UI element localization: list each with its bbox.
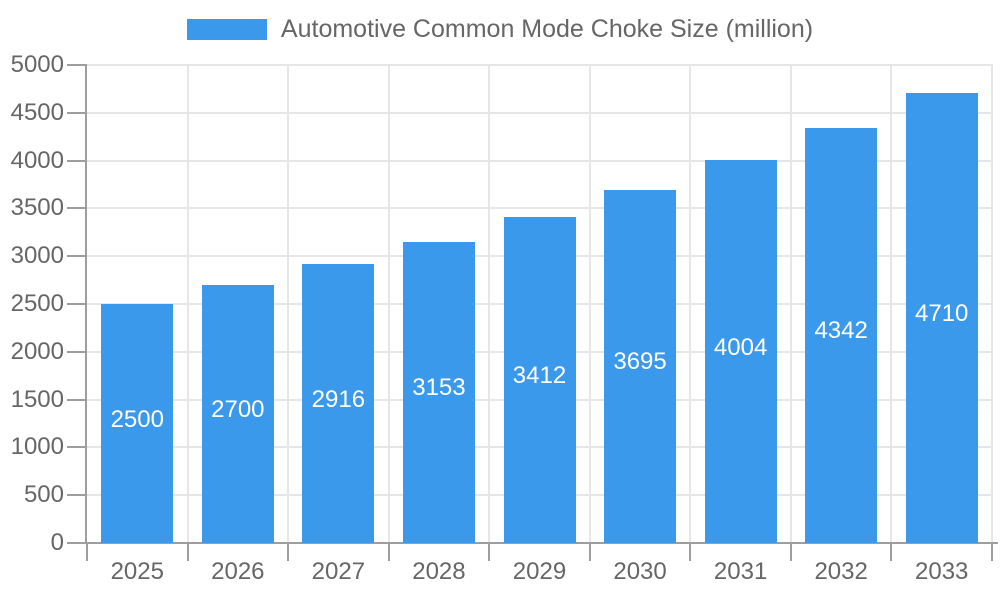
y-axis-label: 3500 xyxy=(10,194,64,222)
bar-value-label: 3695 xyxy=(613,348,667,376)
y-axis-label: 2000 xyxy=(10,337,64,365)
v-gridline xyxy=(789,64,792,543)
y-tick xyxy=(67,446,85,449)
x-axis-label: 2033 xyxy=(915,558,969,585)
x-tick xyxy=(186,544,189,561)
y-axis-label: 0 xyxy=(50,529,64,556)
x-tick xyxy=(387,544,390,561)
legend-swatch xyxy=(186,18,267,40)
y-tick xyxy=(67,542,85,544)
h-gridline xyxy=(87,207,992,210)
v-gridline xyxy=(588,64,591,543)
v-gridline xyxy=(186,64,189,543)
x-axis-line xyxy=(85,542,998,544)
y-axis-line xyxy=(85,64,87,544)
bar-value-label: 2700 xyxy=(211,395,265,423)
bar xyxy=(402,241,475,543)
x-tick xyxy=(287,544,290,561)
bar-value-label: 4004 xyxy=(713,333,768,361)
legend-label: Automotive Common Mode Choke Size (milli… xyxy=(280,15,814,43)
x-tick xyxy=(689,544,692,561)
v-gridline xyxy=(488,64,491,543)
bar xyxy=(201,284,274,543)
y-tick xyxy=(67,64,85,66)
x-axis-label: 2027 xyxy=(311,558,366,585)
x-tick xyxy=(890,544,893,561)
h-gridline xyxy=(87,64,992,66)
x-tick xyxy=(588,544,591,561)
y-axis-label: 1000 xyxy=(10,433,64,461)
chart-legend[interactable]: Automotive Common Mode Choke Size (milli… xyxy=(0,14,1000,44)
x-axis-label: 2031 xyxy=(713,558,768,585)
x-tick xyxy=(86,544,88,561)
bar-value-label: 2500 xyxy=(110,405,164,433)
bar-value-label: 2916 xyxy=(311,385,366,413)
y-tick xyxy=(67,111,85,114)
y-tick xyxy=(67,159,85,162)
bar-value-label: 4710 xyxy=(915,299,969,327)
bar xyxy=(805,127,878,543)
bar xyxy=(503,216,576,543)
bar-value-label: 4342 xyxy=(814,317,868,345)
y-tick xyxy=(67,207,85,210)
x-axis-label: 2029 xyxy=(512,558,567,585)
y-axis-label: 4500 xyxy=(10,98,64,126)
h-gridline xyxy=(87,159,992,162)
bar-value-label: 3412 xyxy=(512,361,567,389)
y-tick xyxy=(67,303,85,305)
bar xyxy=(101,304,174,543)
y-axis-label: 500 xyxy=(23,481,64,509)
y-axis-label: 4000 xyxy=(10,146,64,174)
x-tick xyxy=(789,544,792,561)
bar xyxy=(905,92,978,543)
x-axis-label: 2026 xyxy=(211,558,265,585)
x-axis-label: 2025 xyxy=(110,558,164,585)
bar xyxy=(604,189,677,543)
y-axis-label: 1500 xyxy=(10,385,64,413)
x-axis-label: 2028 xyxy=(412,558,466,585)
bar-value-label: 3153 xyxy=(412,374,466,402)
v-gridline xyxy=(890,64,893,543)
v-gridline xyxy=(387,64,390,543)
bar xyxy=(704,160,777,543)
x-tick xyxy=(488,544,491,561)
y-axis-label: 5000 xyxy=(10,51,64,78)
x-axis-label: 2030 xyxy=(613,558,667,585)
x-axis-label: 2032 xyxy=(814,558,868,585)
v-gridline xyxy=(991,64,993,543)
x-tick xyxy=(991,544,993,561)
v-gridline xyxy=(689,64,692,543)
y-axis-label: 2500 xyxy=(10,290,64,317)
bar xyxy=(302,264,375,543)
v-gridline xyxy=(287,64,290,543)
h-gridline xyxy=(87,111,992,114)
y-tick xyxy=(67,350,85,353)
y-tick xyxy=(67,398,85,401)
y-tick xyxy=(67,255,85,258)
y-axis-label: 3000 xyxy=(10,242,64,270)
y-tick xyxy=(67,494,85,497)
